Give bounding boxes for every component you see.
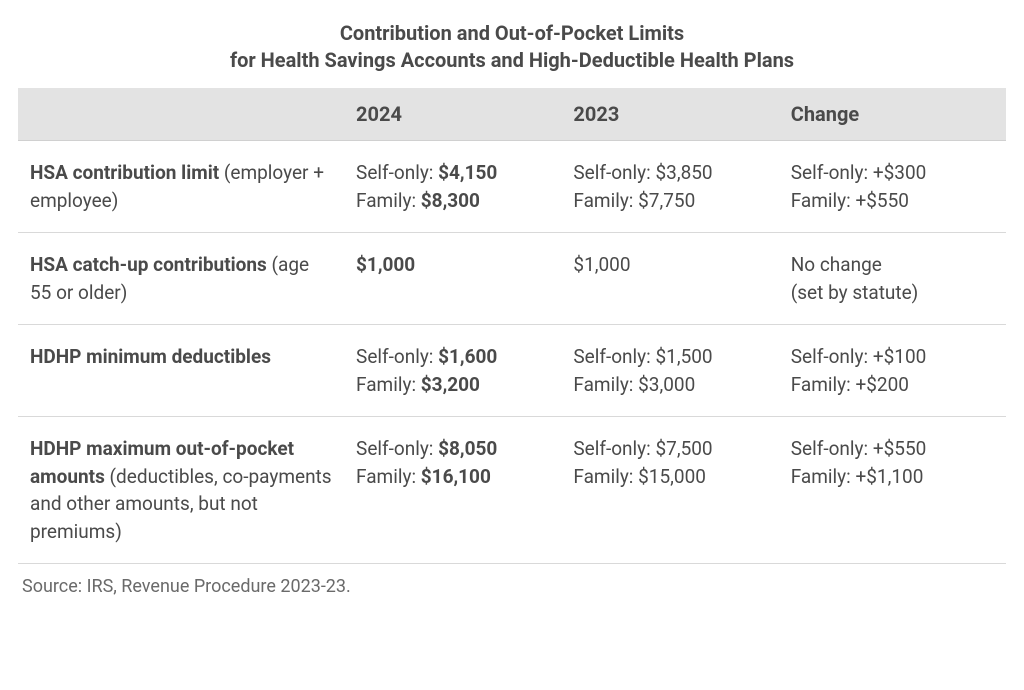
cell-change: Self-only: +$300 Family: +$550: [779, 141, 1006, 233]
cell-2024: Self-only: $8,050 Family: $16,100: [344, 417, 561, 564]
cell-2023: Self-only: $3,850 Family: $7,750: [561, 141, 778, 233]
title-line-1: Contribution and Out-of-Pocket Limits: [340, 21, 684, 45]
cell-2024: $1,000: [344, 233, 561, 325]
header-change: Change: [779, 88, 1006, 141]
cell-2024: Self-only: $4,150 Family: $8,300: [344, 141, 561, 233]
cell-line-val: $4,150: [438, 161, 497, 184]
cell-line-pre: Self-only:: [356, 161, 438, 184]
table-container: Contribution and Out-of-Pocket Limits fo…: [0, 0, 1024, 607]
row-label: HDHP minimum deductibles: [18, 325, 344, 417]
header-2023: 2023: [561, 88, 778, 141]
cell-line: Family: +$550: [791, 187, 994, 215]
cell-line: (set by statute): [791, 279, 994, 307]
cell-line: Family: $3,000: [573, 371, 766, 399]
cell-line: Family: $7,750: [573, 187, 766, 215]
cell-line: Self-only: $3,850: [573, 159, 766, 187]
table-row: HDHP maximum out-of-pocket amounts (dedu…: [18, 417, 1006, 564]
cell-line-val: $16,100: [421, 465, 491, 488]
header-2024: 2024: [344, 88, 561, 141]
row-label: HSA catch-up contributions (age 55 or ol…: [18, 233, 344, 325]
cell-line: Family: $15,000: [573, 463, 766, 491]
row-label: HSA contribution limit (employer + emplo…: [18, 141, 344, 233]
title-line-2: for Health Savings Accounts and High-Ded…: [230, 48, 794, 72]
cell-line-val: $8,300: [421, 189, 480, 212]
cell-change: No change (set by statute): [779, 233, 1006, 325]
cell-2023: Self-only: $1,500 Family: $3,000: [561, 325, 778, 417]
cell-line: No change: [791, 251, 994, 279]
cell-line-pre: Family:: [356, 465, 421, 488]
cell-line: Self-only: +$100: [791, 343, 994, 371]
cell-line-pre: Self-only:: [356, 437, 438, 460]
cell-line-val: $8,050: [438, 437, 497, 460]
cell-line: $1,000: [573, 251, 766, 279]
cell-2024: Self-only: $1,600 Family: $3,200: [344, 325, 561, 417]
cell-line-val: $1,600: [438, 345, 497, 368]
row-label-bold: HSA contribution limit: [30, 161, 219, 184]
row-label: HDHP maximum out-of-pocket amounts (dedu…: [18, 417, 344, 564]
cell-change: Self-only: +$100 Family: +$200: [779, 325, 1006, 417]
source-note: Source: IRS, Revenue Procedure 2023-23.: [18, 564, 1006, 597]
cell-line-val: $3,200: [421, 373, 480, 396]
table-row: HSA catch-up contributions (age 55 or ol…: [18, 233, 1006, 325]
row-label-bold: HDHP minimum deductibles: [30, 345, 271, 368]
cell-line: Family: +$200: [791, 371, 994, 399]
cell-change: Self-only: +$550 Family: +$1,100: [779, 417, 1006, 564]
cell-line: Self-only: +$550: [791, 435, 994, 463]
cell-line-pre: Self-only:: [356, 345, 438, 368]
cell-line-pre: Family:: [356, 189, 421, 212]
cell-line: Self-only: $1,500: [573, 343, 766, 371]
table-row: HDHP minimum deductibles Self-only: $1,6…: [18, 325, 1006, 417]
cell-line: Self-only: +$300: [791, 159, 994, 187]
table-row: HSA contribution limit (employer + emplo…: [18, 141, 1006, 233]
cell-2023: $1,000: [561, 233, 778, 325]
cell-line-pre: Family:: [356, 373, 421, 396]
page-title: Contribution and Out-of-Pocket Limits fo…: [18, 20, 1006, 74]
cell-line-val: $1,000: [356, 253, 415, 276]
row-label-bold: HSA catch-up contributions: [30, 253, 267, 276]
cell-line: Family: +$1,100: [791, 463, 994, 491]
cell-line: Self-only: $7,500: [573, 435, 766, 463]
table-header-row: 2024 2023 Change: [18, 88, 1006, 141]
header-blank: [18, 88, 344, 141]
limits-table: 2024 2023 Change HSA contribution limit …: [18, 88, 1006, 564]
cell-2023: Self-only: $7,500 Family: $15,000: [561, 417, 778, 564]
